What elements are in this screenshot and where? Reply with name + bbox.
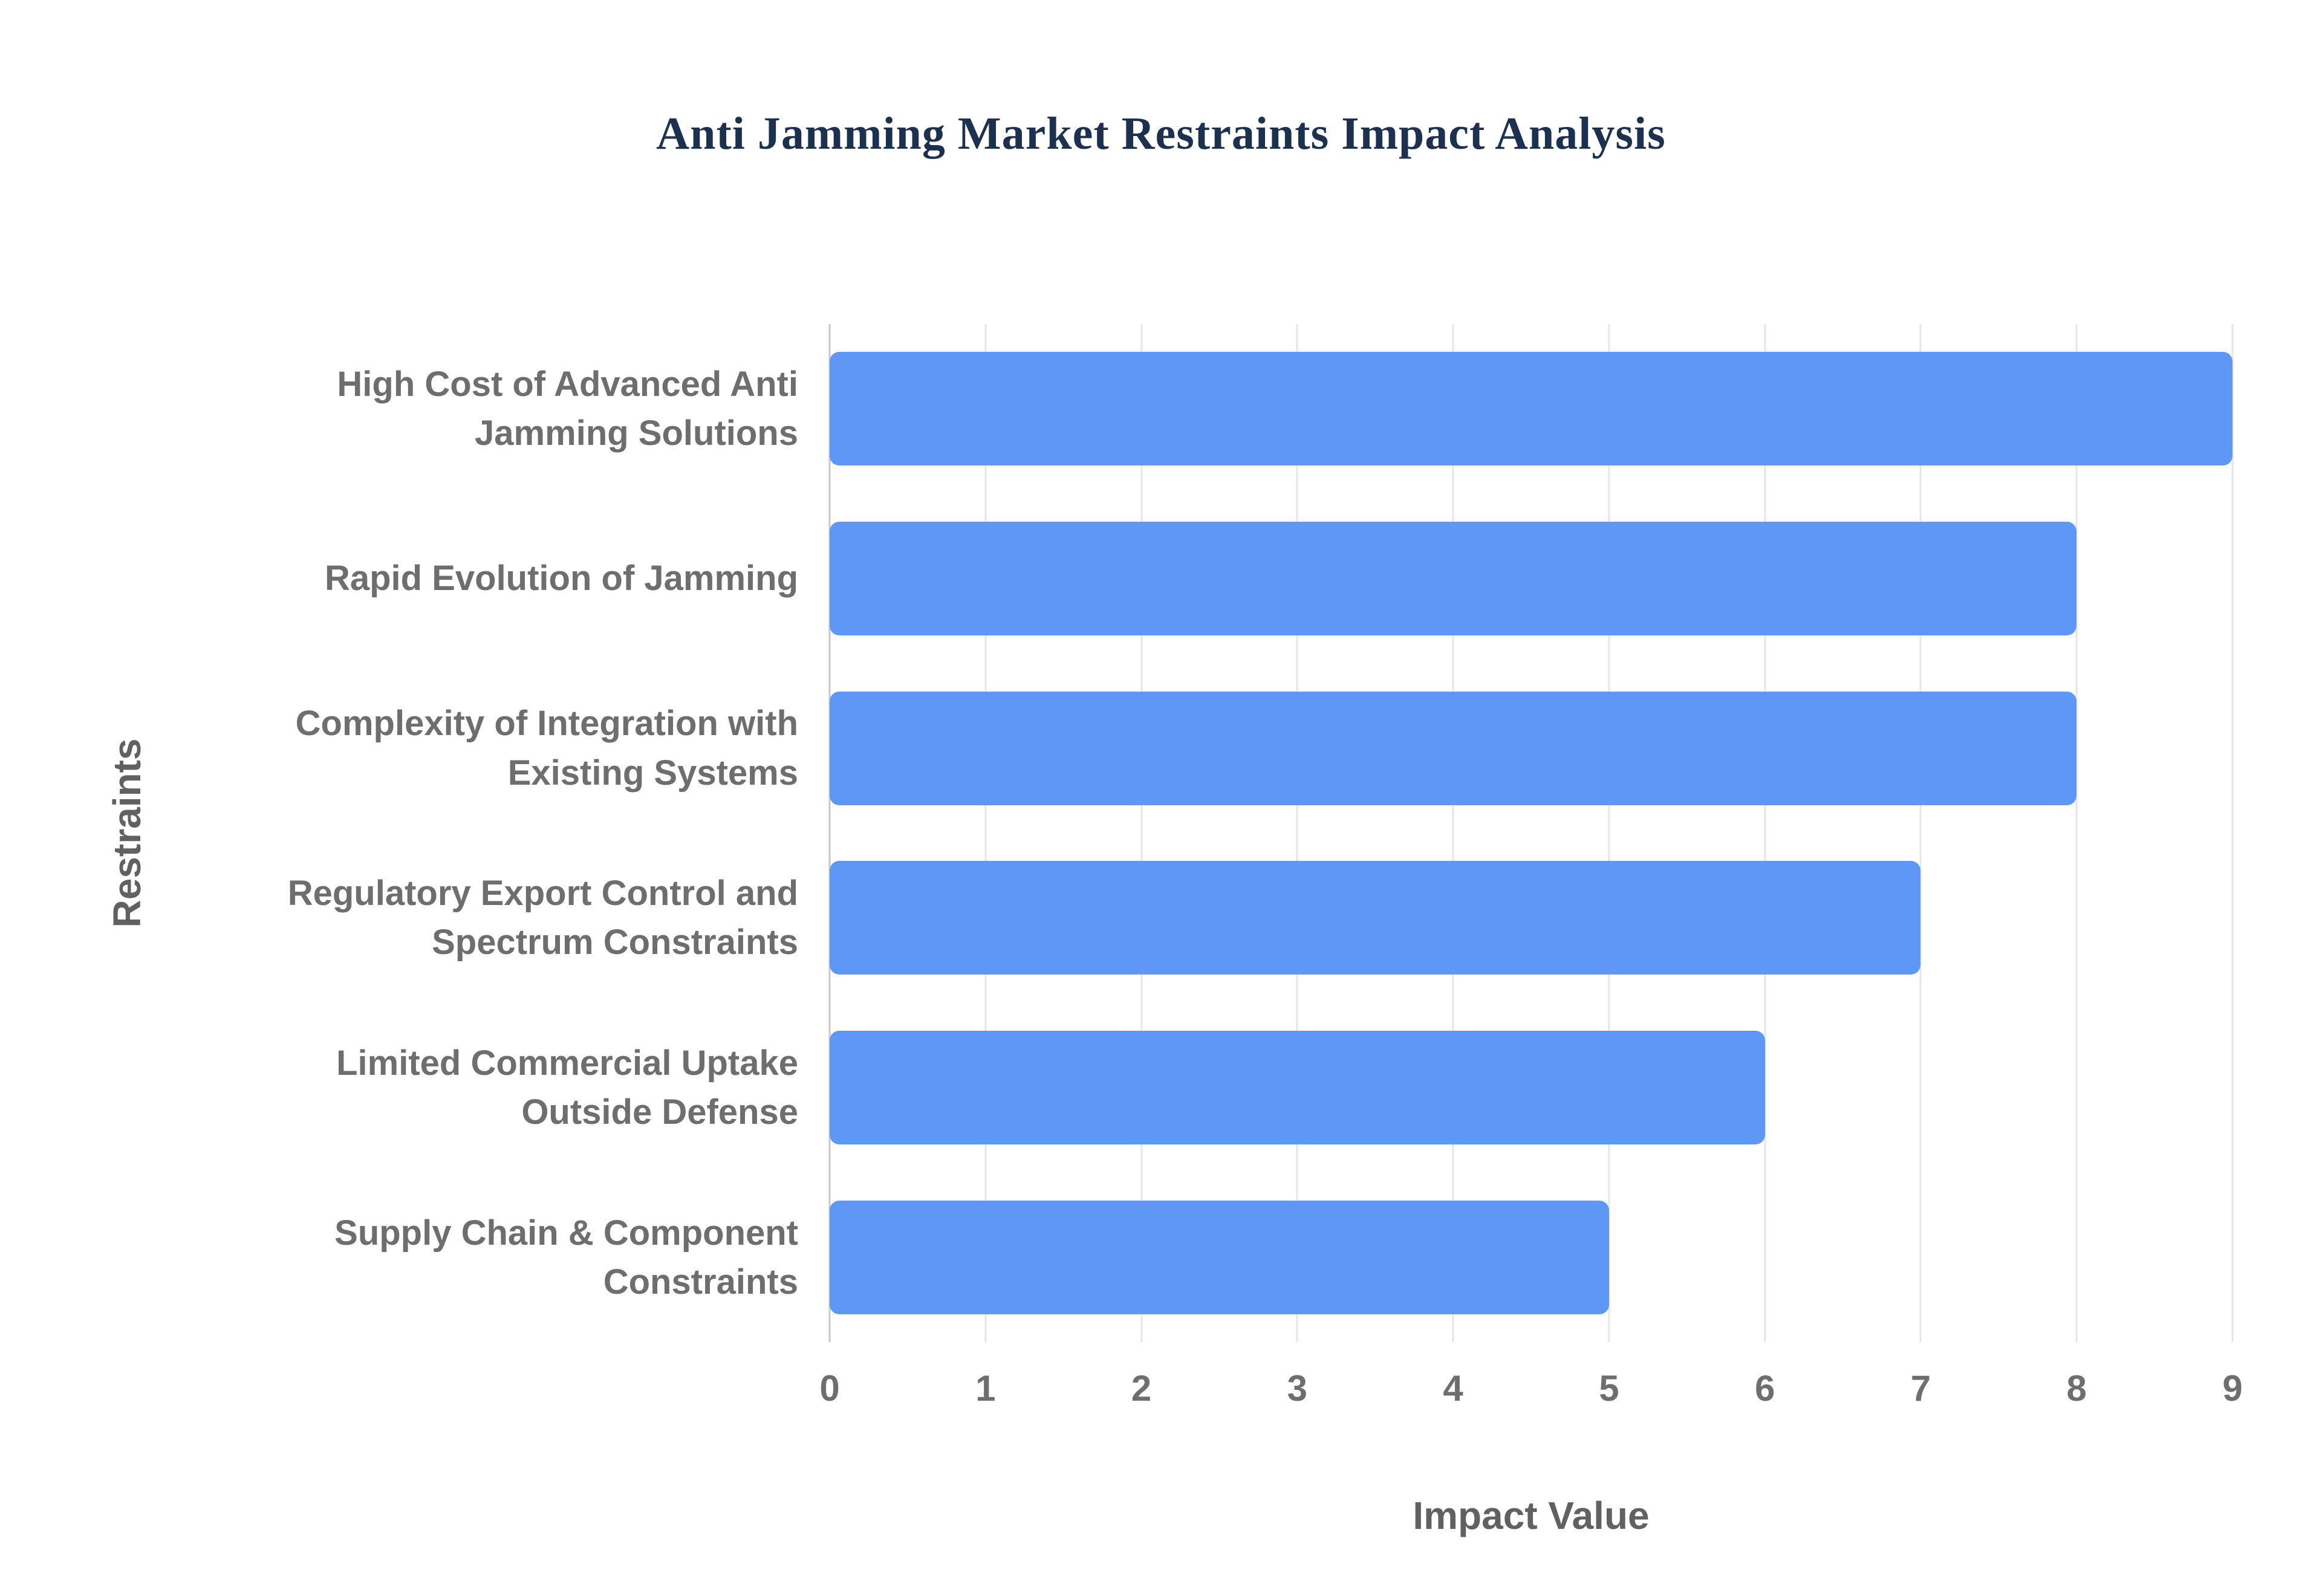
bar-row (830, 833, 2233, 1003)
category-label: Complexity of Integration with Existing … (295, 704, 798, 793)
chart-title: Anti Jamming Market Restraints Impact An… (656, 108, 1666, 159)
bar-row (830, 324, 2233, 494)
gridlines-layer (828, 324, 2234, 1342)
gridline (1296, 324, 1298, 1342)
x-tick-label: 8 (2066, 1368, 2087, 1409)
plot-area (828, 324, 2234, 1342)
gridline (2075, 324, 2078, 1342)
category-label: Limited Commercial Uptake Outside Defens… (336, 1043, 798, 1132)
bars-layer (830, 324, 2233, 1342)
x-tick-label: 7 (1910, 1368, 1931, 1409)
x-tick-label: 9 (2222, 1368, 2243, 1409)
bar (830, 521, 2077, 636)
x-tick-label: 3 (1287, 1368, 1308, 1409)
gridline (1919, 324, 1922, 1342)
category-label: Regulatory Export Control and Spectrum C… (287, 874, 798, 962)
bar (830, 1200, 1609, 1314)
bar-row (830, 1172, 2233, 1342)
bar (830, 691, 2077, 805)
x-tick-label: 6 (1754, 1368, 1775, 1409)
x-tick-label: 0 (819, 1368, 840, 1409)
gridline (2231, 324, 2234, 1342)
bar (830, 1031, 1765, 1145)
bar-row (830, 494, 2233, 664)
gridline (984, 324, 987, 1342)
gridline (1764, 324, 1766, 1342)
x-tick-label: 5 (1599, 1368, 1619, 1409)
gridline (1608, 324, 1610, 1342)
y-axis-title: Restraints (105, 738, 149, 928)
category-label: Supply Chain & Component Constraints (334, 1213, 798, 1302)
gridline (1452, 324, 1454, 1342)
y-axis-line (828, 324, 831, 1342)
gridline (1140, 324, 1143, 1342)
x-tick-label: 4 (1443, 1368, 1463, 1409)
bar (830, 352, 2233, 466)
x-tick-labels: 0 1 2 3 4 5 6 7 8 9 (819, 1367, 2242, 1422)
bar-row (830, 1003, 2233, 1173)
x-tick-label: 1 (975, 1368, 996, 1409)
x-tick-label: 2 (1131, 1368, 1152, 1409)
bar (830, 861, 1921, 975)
category-labels-column: High Cost of Advanced Anti Jamming Solut… (242, 324, 798, 1342)
category-label: Rapid Evolution of Jamming (324, 559, 798, 598)
category-label: High Cost of Advanced Anti Jamming Solut… (337, 365, 798, 453)
x-axis-title: Impact Value (1413, 1494, 1650, 1537)
bar-row (830, 663, 2233, 833)
